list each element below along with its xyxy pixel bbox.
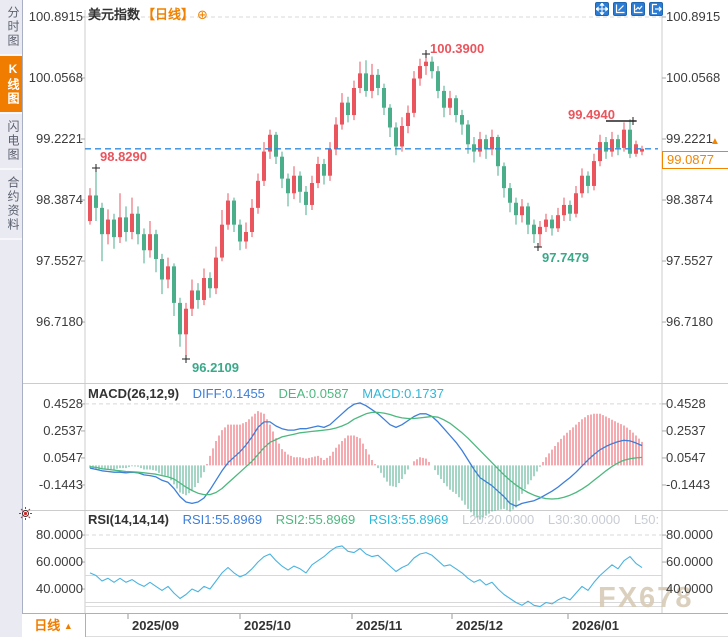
y-axis-label: 0.0547 <box>666 449 706 465</box>
y-axis-label: 80.0000 <box>666 527 713 543</box>
macd-dea-value: DEA:0.0587 <box>278 386 349 401</box>
y-axis-label: 99.2221 <box>36 131 83 146</box>
y-axis-label: 98.3874 <box>666 192 713 208</box>
axis-scale-icon[interactable] <box>613 2 627 16</box>
macd-params: MACD(26,12,9) <box>88 386 180 401</box>
y-axis-label: 96.7180 <box>666 314 713 330</box>
y-axis-label: 98.3874 <box>36 192 83 208</box>
y-axis-label: 0.4528 <box>666 395 706 411</box>
rsi-params: RSI(14,14,14) <box>88 512 169 527</box>
scroll-to-latest-icon[interactable]: ▲ <box>710 136 720 147</box>
x-axis-label: 2025/10 <box>244 618 291 633</box>
rsi2-value: RSI2:55.8969 <box>275 512 356 527</box>
chart-style-icon[interactable] <box>631 2 645 16</box>
y-axis-label: -0.1443 <box>666 476 711 492</box>
symbol-title: 美元指数 <box>88 7 141 22</box>
price-annotation: 99.4940 <box>568 107 615 122</box>
y-axis-label: 96.7180 <box>36 314 83 330</box>
price-annotation: 97.7479 <box>542 250 589 265</box>
sidebar-item-2[interactable]: 闪电图 <box>0 114 22 170</box>
period-tag: 【日线】 <box>142 7 195 22</box>
y-axis-label: 100.8915 <box>28 8 83 24</box>
y-axis-label: 0.2537 <box>666 422 706 438</box>
x-axis-label: 2026/01 <box>572 618 619 633</box>
period-selector[interactable]: 日线 ▲ <box>22 614 86 637</box>
y-axis-label: 40.0000 <box>36 581 83 597</box>
y-axis-label: 0.2537 <box>43 422 83 438</box>
price-annotation: 96.2109 <box>192 360 239 375</box>
period-label: 日线 <box>34 618 61 633</box>
y-axis-label: 97.5527 <box>666 253 713 269</box>
x-axis-label: 2025/12 <box>456 618 503 633</box>
x-axis-label: 2025/11 <box>356 618 403 633</box>
y-axis-label: 100.8915 <box>666 8 721 24</box>
macd-diff-value: DIFF:0.1455 <box>192 386 265 401</box>
y-axis-label: 97.5527 <box>36 253 83 269</box>
macd-header: MACD(26,12,9) DIFF:0.1455 DEA:0.0587 MAC… <box>88 386 454 401</box>
rsi-l50: L50: <box>633 512 660 527</box>
rsi3-value: RSI3:55.8969 <box>368 512 449 527</box>
sidebar-item-1[interactable]: K线图 <box>0 56 22 114</box>
last-price-tag: 99.0877 <box>662 150 728 169</box>
sidebar-item-0[interactable]: 分时图 <box>0 0 22 56</box>
indicator-settings-icon[interactable] <box>19 507 32 525</box>
x-axis-label: 2025/09 <box>132 618 179 633</box>
add-indicator-icon[interactable]: ⊕ <box>197 7 208 22</box>
rsi-header: RSI(14,14,14) RSI1:55.8969 RSI2:55.8969 … <box>88 512 669 527</box>
y-axis-label: 80.0000 <box>36 527 83 543</box>
y-axis-label: 100.0568 <box>666 69 721 85</box>
sidebar: 分时图 K线图 闪电图 合约资料 <box>0 0 23 637</box>
watermark: FX678 <box>598 582 694 614</box>
sidebar-item-3[interactable]: 合约资料 <box>0 170 22 240</box>
y-axis-label: 0.0547 <box>43 449 83 465</box>
y-axis-label: 100.0568 <box>28 69 83 85</box>
y-axis-label: 60.0000 <box>666 554 713 570</box>
y-axis-label: -0.1443 <box>38 476 83 492</box>
rsi-l30: L30:30.0000 <box>547 512 621 527</box>
y-axis-label: 40.0000 <box>666 581 713 597</box>
chart-toolbar <box>595 2 663 16</box>
move-icon[interactable] <box>595 2 609 16</box>
macd-macd-value: MACD:0.1737 <box>362 386 444 401</box>
export-icon[interactable] <box>649 2 663 16</box>
chevron-up-icon: ▲ <box>63 621 73 631</box>
chart-header: 美元指数 【日线】 ⊕ <box>88 4 208 23</box>
price-annotation: 98.8290 <box>100 149 147 164</box>
rsi-l20: L20:20.0000 <box>461 512 535 527</box>
y-axis-label: 0.4528 <box>43 395 83 411</box>
y-axis-label: 60.0000 <box>36 554 83 570</box>
price-annotation: 100.3900 <box>430 41 485 56</box>
y-axis-label: 99.2221 <box>666 131 713 146</box>
rsi1-value: RSI1:55.8969 <box>182 512 263 527</box>
